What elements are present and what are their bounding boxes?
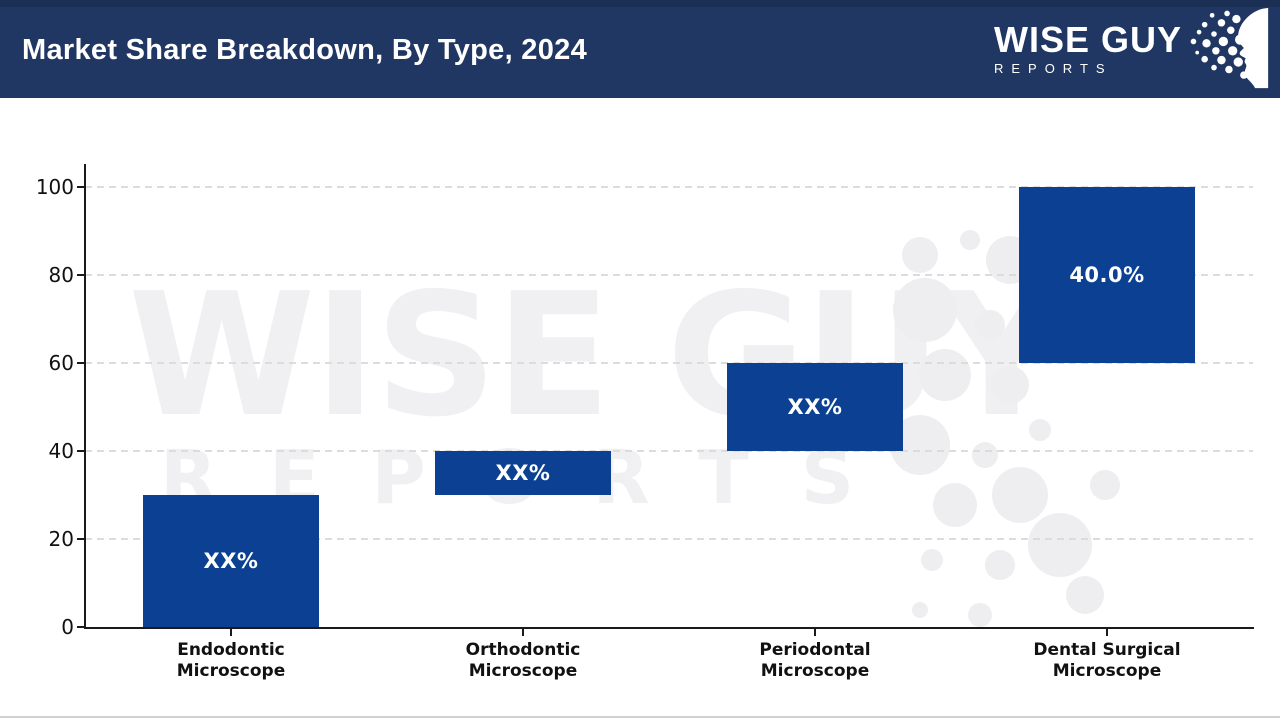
bar-value-label: XX% [787,395,843,419]
gridline [85,450,1253,452]
bar-segment: XX% [435,451,611,495]
y-tick-mark [77,274,85,276]
y-tick-label: 20 [48,527,74,551]
category-label-line: Orthodontic [465,640,581,660]
category-label: Endodontic Microscope [101,640,361,682]
x-tick-mark [814,629,816,636]
x-tick-mark [522,629,524,636]
logo-subname: REPORTS [993,60,1113,76]
bar-value-label: 40.0% [1069,263,1145,287]
logo-text: WISE GUY REPORTS [993,18,1182,76]
y-tick-mark [77,626,85,628]
y-tick-label: 100 [35,175,74,199]
category-label-line: Microscope [1052,661,1162,681]
bar-segment: XX% [727,363,903,451]
x-axis-line [84,627,1254,629]
y-tick-label: 0 [61,615,74,639]
category-label-line: Periodontal [759,640,871,660]
y-tick-mark [77,186,85,188]
category-label: Orthodontic Microscope [393,640,653,682]
dotted-face-profile-icon [1190,7,1269,89]
bar-segment: XX% [143,495,319,627]
category-label-line: Dental Surgical [1033,640,1181,660]
bottom-rule [0,716,1280,718]
page-title: Market Share Breakdown, By Type, 2024 [22,34,588,66]
bar-value-label: XX% [495,461,551,485]
category-label-line: Microscope [176,661,286,681]
logo-name: WISE GUY [993,18,1182,60]
gridline [85,274,1253,276]
gridline [85,186,1253,188]
bar-segment: 40.0% [1019,187,1195,363]
y-axis-line [84,164,86,629]
category-label-line: Endodontic [177,640,285,660]
wise-guy-logo: WISE GUY REPORTS [994,6,1270,90]
x-tick-mark [230,629,232,636]
y-tick-mark [77,538,85,540]
gridline [85,538,1253,540]
y-tick-label: 60 [48,351,74,375]
watermark-face-dots [890,230,1120,627]
header-band: Market Share Breakdown, By Type, 2024 WI… [0,0,1280,98]
y-tick-mark [77,362,85,364]
category-label: Periodontal Microscope [685,640,945,682]
x-tick-mark [1106,629,1108,636]
y-tick-label: 40 [48,439,74,463]
bar-value-label: XX% [203,549,259,573]
category-label: Dental Surgical Microscope [977,640,1237,682]
header-top-strip [0,0,1280,7]
category-label-line: Microscope [760,661,870,681]
category-label-line: Microscope [468,661,578,681]
gridline [85,362,1253,364]
y-tick-mark [77,450,85,452]
y-tick-label: 80 [48,263,74,287]
